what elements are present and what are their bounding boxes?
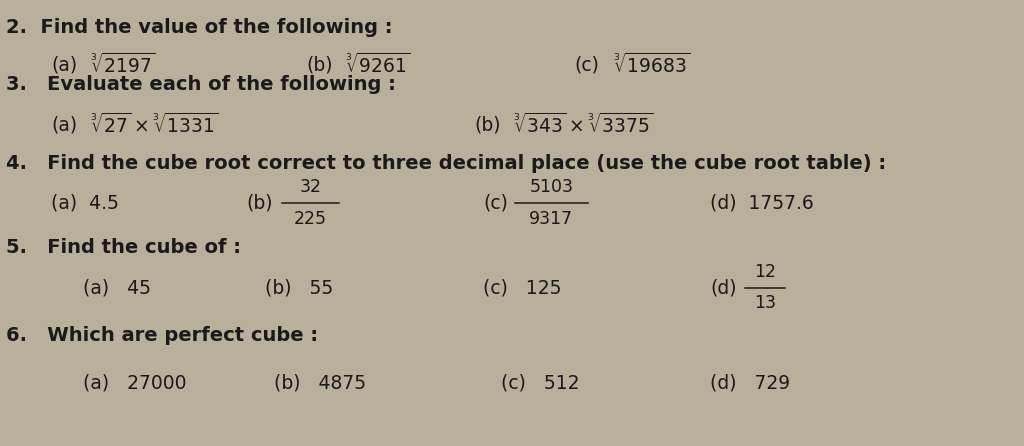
Text: (d)   729: (d) 729 <box>711 373 791 392</box>
Text: $\sqrt[3]{2197}$: $\sqrt[3]{2197}$ <box>90 53 157 77</box>
Text: (d): (d) <box>711 278 737 297</box>
Text: (c)   125: (c) 125 <box>483 278 561 297</box>
Text: $\sqrt[3]{343} \times \sqrt[3]{3375}$: $\sqrt[3]{343} \times \sqrt[3]{3375}$ <box>513 112 653 137</box>
Text: (b): (b) <box>306 55 333 74</box>
Text: 5.   Find the cube of :: 5. Find the cube of : <box>6 238 241 257</box>
Text: 9317: 9317 <box>529 210 573 228</box>
Text: $\sqrt[3]{27} \times \sqrt[3]{1331}$: $\sqrt[3]{27} \times \sqrt[3]{1331}$ <box>90 112 219 137</box>
Text: 2.  Find the value of the following :: 2. Find the value of the following : <box>6 18 392 37</box>
Text: (b)   55: (b) 55 <box>265 278 333 297</box>
Text: (c): (c) <box>574 55 599 74</box>
Text: 5103: 5103 <box>529 178 573 196</box>
Text: $\sqrt[3]{19683}$: $\sqrt[3]{19683}$ <box>613 53 691 77</box>
Text: (c)   512: (c) 512 <box>502 373 580 392</box>
Text: (a): (a) <box>51 55 78 74</box>
Text: (a)   27000: (a) 27000 <box>83 373 186 392</box>
Text: 3.   Evaluate each of the following :: 3. Evaluate each of the following : <box>6 75 396 95</box>
Text: 4.   Find the cube root correct to three decimal place (use the cube root table): 4. Find the cube root correct to three d… <box>6 154 886 173</box>
Text: (a): (a) <box>51 115 78 134</box>
Text: 32: 32 <box>299 178 322 196</box>
Text: (b): (b) <box>474 115 501 134</box>
Text: 12: 12 <box>754 263 776 281</box>
Text: 13: 13 <box>754 294 776 313</box>
Text: $\sqrt[3]{9261}$: $\sqrt[3]{9261}$ <box>345 53 411 77</box>
Text: 225: 225 <box>294 210 327 228</box>
Text: (c): (c) <box>483 194 508 213</box>
Text: (b)   4875: (b) 4875 <box>274 373 367 392</box>
Text: (a)  4.5: (a) 4.5 <box>51 194 119 213</box>
Text: 6.   Which are perfect cube :: 6. Which are perfect cube : <box>6 326 318 345</box>
Text: (d)  1757.6: (d) 1757.6 <box>711 194 814 213</box>
Text: (a)   45: (a) 45 <box>83 278 152 297</box>
Text: (b): (b) <box>247 194 273 213</box>
